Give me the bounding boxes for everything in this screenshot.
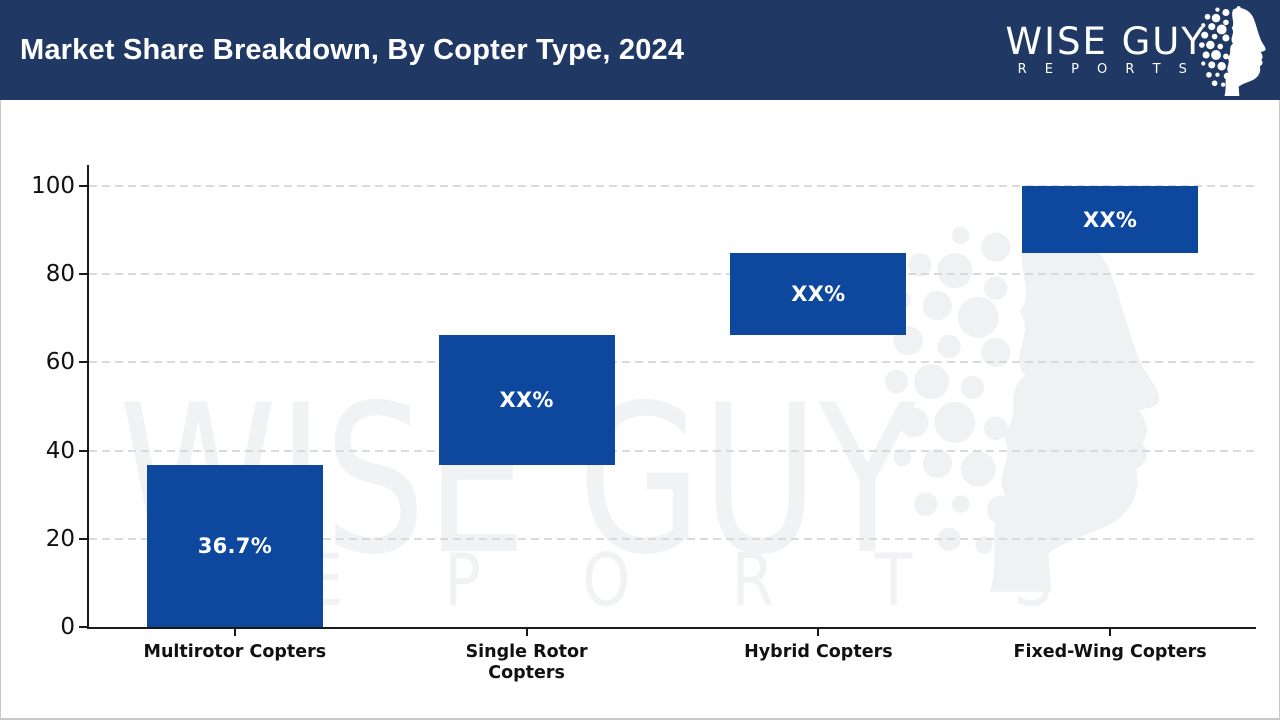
y-tick-label-20: 20 <box>45 525 75 552</box>
bar-multirotor-copters: 36.7% <box>146 465 323 627</box>
wiseguy-logo: WISE GUY R E P O R T S <box>1006 4 1270 96</box>
y-tick-0 <box>79 626 89 628</box>
logo-subtitle: R E P O R T S <box>1017 62 1194 78</box>
gridline-y100 <box>89 185 1256 187</box>
y-tick-label-60: 60 <box>45 349 75 376</box>
x-tick-4 <box>1109 627 1112 636</box>
chart-area: WISE GUY R E P O R T S 0 20 40 60 80 100 36.7%… <box>0 100 1280 720</box>
bar-hybrid-copters: XX% <box>730 252 907 335</box>
bar-value-label: 36.7% <box>197 534 273 559</box>
y-tick-label-80: 80 <box>45 261 75 288</box>
header-banner: Market Share Breakdown, By Copter Type, … <box>0 0 1280 100</box>
y-tick-80 <box>79 273 89 276</box>
gridline-y60 <box>89 361 1256 364</box>
y-axis-line <box>87 165 89 629</box>
wiseguy-head-icon <box>1199 6 1266 96</box>
page-title: Market Share Breakdown, By Copter Type, … <box>20 33 685 66</box>
bar-value-label: XX% <box>791 281 846 306</box>
watermark-head-icon <box>884 220 1160 592</box>
x-tick-3 <box>817 627 820 636</box>
y-tick-label-40: 40 <box>45 437 75 464</box>
x-category-label-3: Hybrid Copters <box>744 642 893 662</box>
gridline-y80 <box>89 273 1256 276</box>
x-category-label-1: Multirotor Copters <box>143 642 327 662</box>
bar-single-rotor-copters: XX% <box>438 334 615 466</box>
y-tick-20 <box>79 537 89 540</box>
x-tick-1 <box>233 627 236 636</box>
y-tick-60 <box>79 361 89 364</box>
wiseguy-logo-text: WISE GUY R E P O R T S <box>1005 19 1206 78</box>
bar-fixed-wing-copters: XX% <box>1022 186 1199 253</box>
x-tick-2 <box>525 627 528 636</box>
gridline-y40 <box>89 449 1256 452</box>
y-tick-label-0: 0 <box>60 614 75 640</box>
y-tick-40 <box>79 449 89 452</box>
bar-value-label: XX% <box>1082 207 1138 232</box>
logo-wordmark: WISE GUY <box>1005 19 1206 63</box>
x-category-label-4: Fixed-Wing Copters <box>1013 642 1207 662</box>
bar-value-label: XX% <box>499 387 554 412</box>
y-tick-label-100: 100 <box>31 173 75 199</box>
gridline-y20 <box>89 537 1256 540</box>
y-tick-100 <box>79 185 89 187</box>
x-axis-line <box>87 627 1256 629</box>
x-category-label-2: Single Rotor Copters <box>465 642 588 684</box>
